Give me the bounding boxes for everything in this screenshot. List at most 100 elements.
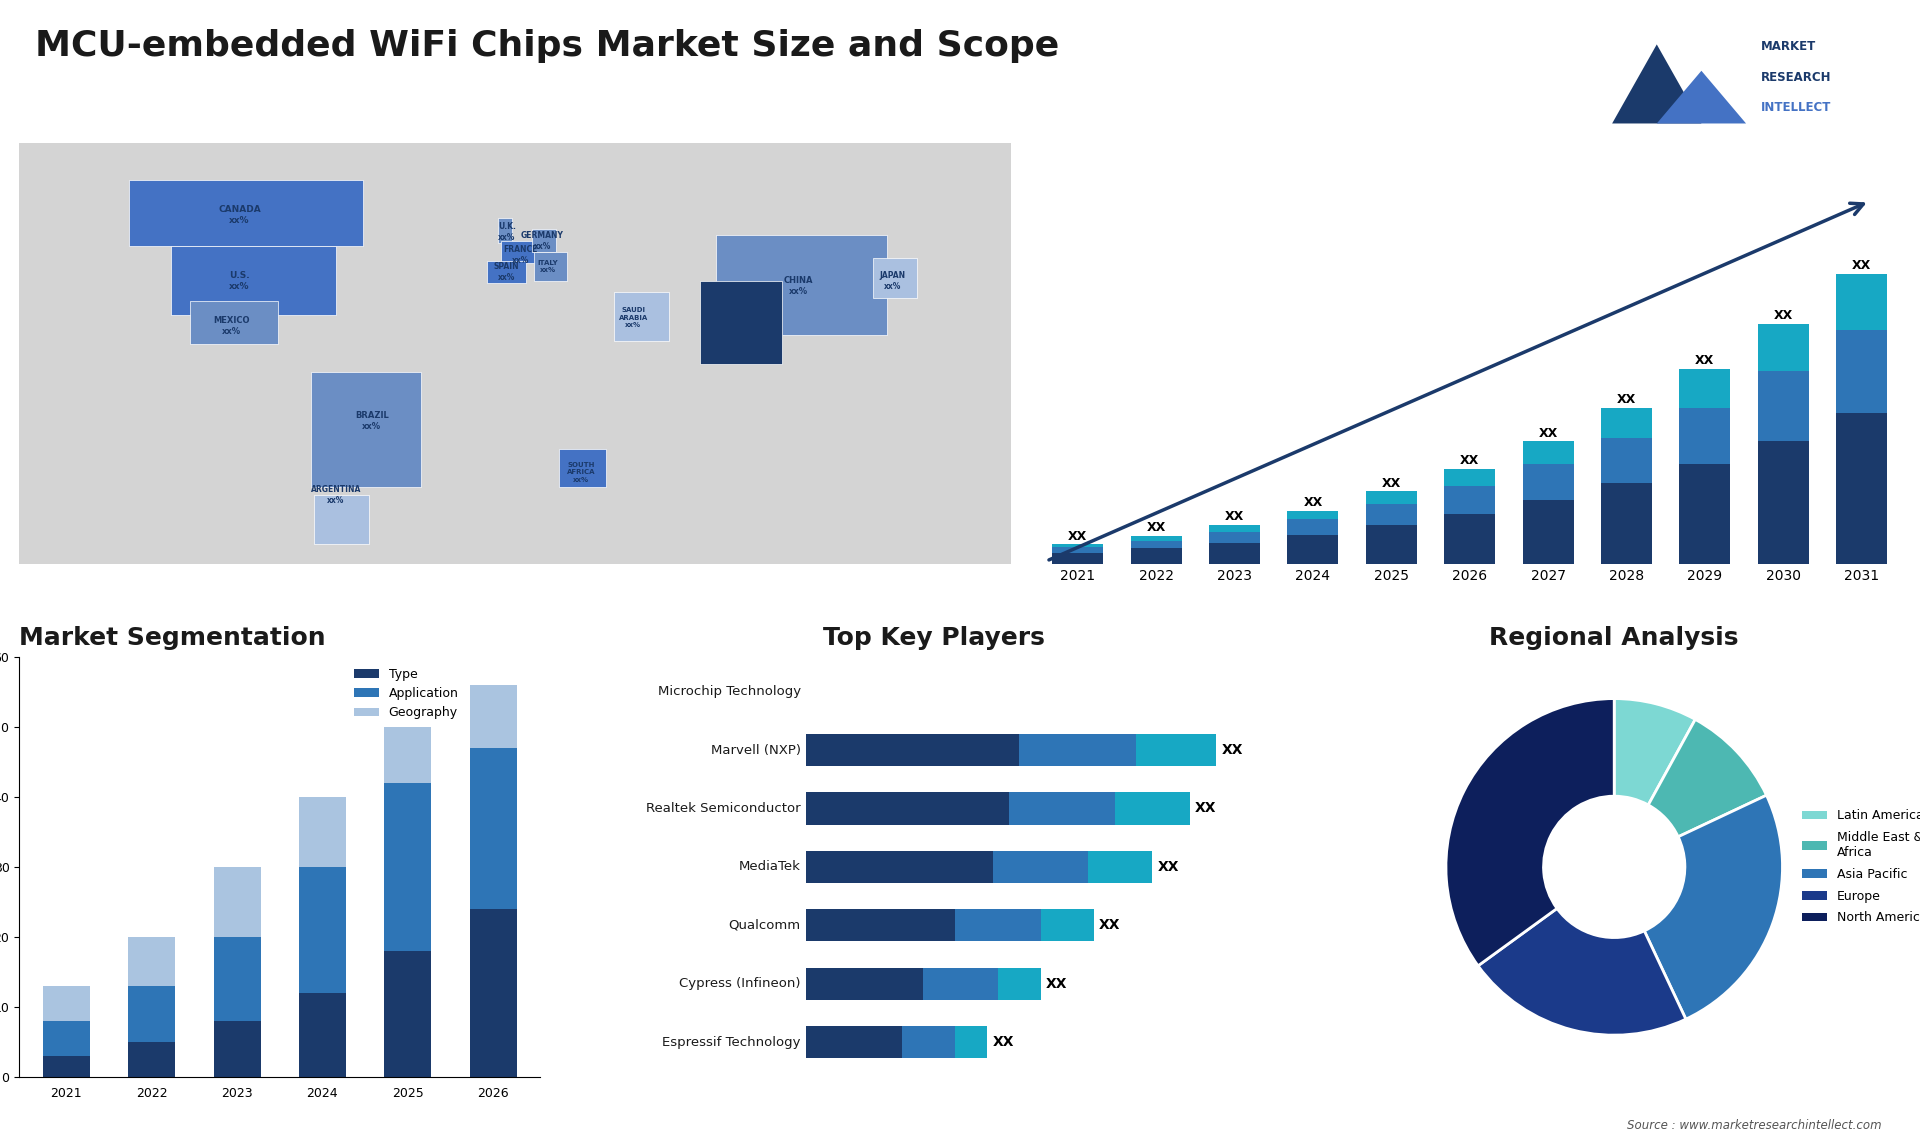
- Bar: [1601, 439, 1651, 484]
- Bar: [806, 850, 993, 882]
- Bar: [213, 866, 261, 937]
- Text: XX: XX: [1617, 393, 1636, 406]
- Bar: [1131, 536, 1181, 541]
- Bar: [1052, 552, 1104, 564]
- Bar: [993, 850, 1089, 882]
- Bar: [470, 909, 516, 1077]
- Text: U.S.
xx%: U.S. xx%: [228, 270, 250, 291]
- Bar: [1131, 548, 1181, 564]
- Text: GERMANY
xx%: GERMANY xx%: [520, 230, 564, 251]
- Bar: [1210, 525, 1260, 532]
- Bar: [806, 1026, 902, 1058]
- Bar: [470, 684, 516, 747]
- Text: XX: XX: [1459, 455, 1478, 468]
- Text: INDIA
xx%: INDIA xx%: [720, 320, 745, 339]
- Bar: [384, 727, 432, 783]
- Text: XX: XX: [1158, 860, 1179, 874]
- Polygon shape: [488, 260, 526, 283]
- Bar: [1523, 463, 1574, 500]
- Polygon shape: [614, 292, 670, 340]
- Bar: [1137, 733, 1217, 766]
- Polygon shape: [190, 300, 278, 344]
- Wedge shape: [1615, 699, 1695, 804]
- Text: XX: XX: [1221, 743, 1244, 758]
- Polygon shape: [129, 180, 363, 246]
- Bar: [300, 796, 346, 866]
- Text: Cypress (Infineon): Cypress (Infineon): [680, 978, 801, 990]
- Bar: [129, 1042, 175, 1077]
- Bar: [384, 951, 432, 1077]
- Bar: [384, 783, 432, 951]
- Text: JAPAN
xx%: JAPAN xx%: [879, 270, 906, 291]
- Text: MARKET: MARKET: [1761, 40, 1816, 54]
- Polygon shape: [699, 281, 781, 363]
- Text: Source : www.marketresearchintellect.com: Source : www.marketresearchintellect.com: [1626, 1120, 1882, 1132]
- Polygon shape: [534, 252, 566, 281]
- Text: BRAZIL
xx%: BRAZIL xx%: [355, 410, 388, 431]
- Bar: [42, 986, 90, 1021]
- Bar: [1601, 408, 1651, 439]
- Bar: [924, 967, 998, 999]
- Text: CANADA
xx%: CANADA xx%: [219, 205, 261, 225]
- Text: Realtek Semiconductor: Realtek Semiconductor: [647, 802, 801, 815]
- Text: XX: XX: [1194, 801, 1217, 816]
- Bar: [300, 994, 346, 1077]
- Bar: [1680, 369, 1730, 408]
- Text: ITALY
xx%: ITALY xx%: [538, 259, 559, 273]
- Bar: [42, 1021, 90, 1057]
- Text: Market Segmentation: Market Segmentation: [19, 627, 326, 651]
- Text: XX: XX: [1225, 510, 1244, 524]
- Bar: [1052, 544, 1104, 548]
- Polygon shape: [499, 218, 513, 243]
- Bar: [129, 937, 175, 986]
- Wedge shape: [1446, 699, 1615, 966]
- Bar: [806, 909, 956, 941]
- Bar: [42, 1057, 90, 1077]
- Bar: [998, 967, 1041, 999]
- Bar: [1444, 513, 1496, 564]
- Text: XX: XX: [1853, 259, 1872, 272]
- Legend: Type, Application, Geography: Type, Application, Geography: [349, 662, 463, 724]
- Text: XX: XX: [1068, 529, 1087, 543]
- Text: INTELLECT: INTELLECT: [1761, 101, 1832, 115]
- Bar: [1601, 484, 1651, 564]
- Legend: Latin America, Middle East &
Africa, Asia Pacific, Europe, North America: Latin America, Middle East & Africa, Asi…: [1797, 804, 1920, 929]
- Bar: [1052, 548, 1104, 552]
- Bar: [213, 937, 261, 1021]
- Bar: [1288, 535, 1338, 564]
- Text: XX: XX: [1774, 309, 1793, 322]
- Bar: [1757, 324, 1809, 371]
- Text: SAUDI
ARABIA
xx%: SAUDI ARABIA xx%: [618, 307, 649, 329]
- Text: RESEARCH: RESEARCH: [1761, 71, 1832, 84]
- Bar: [1757, 441, 1809, 564]
- Bar: [1288, 511, 1338, 519]
- Text: XX: XX: [1382, 477, 1402, 489]
- Polygon shape: [559, 449, 607, 487]
- Bar: [1365, 504, 1417, 525]
- Polygon shape: [19, 143, 1010, 564]
- Bar: [1365, 525, 1417, 564]
- Text: CHINA
xx%: CHINA xx%: [783, 276, 814, 297]
- Bar: [1288, 519, 1338, 535]
- Text: SPAIN
xx%: SPAIN xx%: [493, 262, 520, 282]
- Polygon shape: [1657, 71, 1745, 124]
- Polygon shape: [1613, 45, 1701, 124]
- Bar: [956, 1026, 987, 1058]
- Bar: [470, 747, 516, 909]
- Title: Regional Analysis: Regional Analysis: [1490, 627, 1740, 651]
- Polygon shape: [532, 229, 557, 252]
- Wedge shape: [1644, 795, 1782, 1019]
- Text: MCU-embedded WiFi Chips Market Size and Scope: MCU-embedded WiFi Chips Market Size and …: [35, 29, 1058, 63]
- Bar: [1116, 792, 1190, 824]
- Bar: [1444, 486, 1496, 513]
- Polygon shape: [716, 235, 887, 335]
- Bar: [1089, 850, 1152, 882]
- Bar: [213, 1021, 261, 1077]
- Text: Qualcomm: Qualcomm: [728, 919, 801, 932]
- Bar: [956, 909, 1041, 941]
- Bar: [1680, 463, 1730, 564]
- Text: XX: XX: [993, 1035, 1014, 1050]
- Text: Microchip Technology: Microchip Technology: [657, 685, 801, 698]
- Bar: [806, 967, 924, 999]
- Bar: [1836, 330, 1887, 414]
